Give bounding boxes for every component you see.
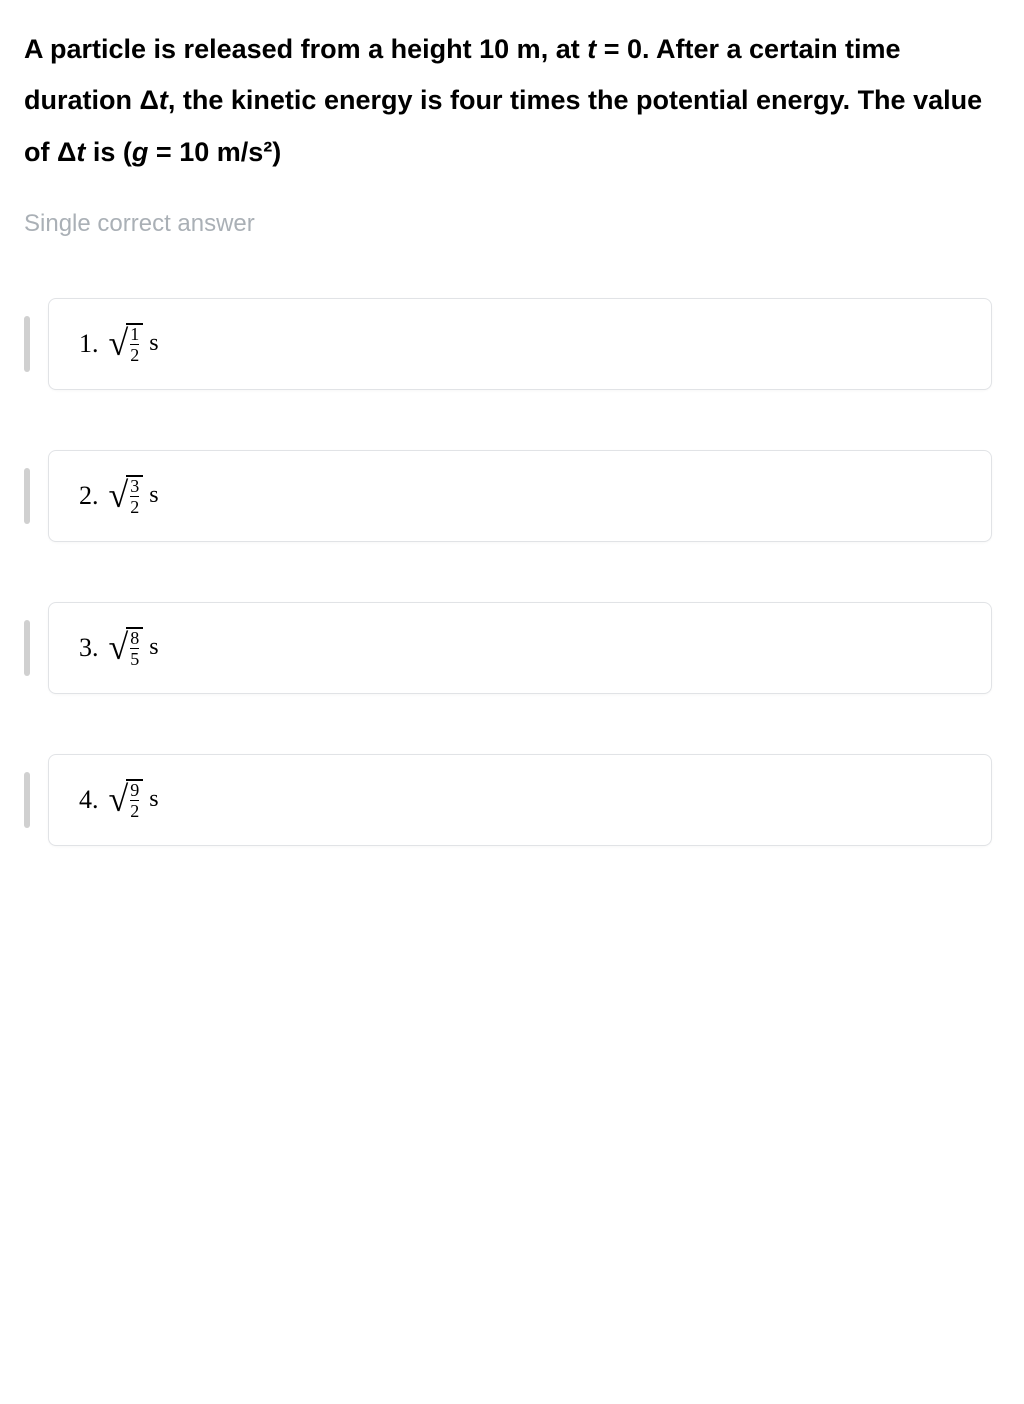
question-part-4: is ( — [85, 137, 132, 167]
option-number: 4. — [79, 785, 99, 815]
question-part-1: A particle is released from a height 10 … — [24, 34, 587, 64]
question-part-5: = 10 m/s²) — [148, 137, 281, 167]
numerator: 9 — [130, 781, 139, 800]
denominator: 2 — [130, 344, 139, 364]
sqrt-expression: √ 1 2 — [109, 323, 144, 365]
sqrt-body: 8 5 — [126, 627, 143, 669]
option-number: 1. — [79, 329, 99, 359]
denominator: 2 — [130, 496, 139, 516]
question-text: A particle is released from a height 10 … — [24, 24, 1000, 178]
option-bar — [24, 316, 30, 372]
option-number: 2. — [79, 481, 99, 511]
option-wrapper-2: 2. √ 3 2 s — [48, 450, 992, 542]
option-wrapper-1: 1. √ 1 2 s — [48, 298, 992, 390]
option-wrapper-3: 3. √ 8 5 s — [48, 602, 992, 694]
sqrt-body: 3 2 — [126, 475, 143, 517]
option-wrapper-4: 4. √ 9 2 s — [48, 754, 992, 846]
unit: s — [149, 634, 158, 661]
option-bar — [24, 620, 30, 676]
question-var-t-2: t — [159, 85, 168, 115]
option-2[interactable]: 2. √ 3 2 s — [48, 450, 992, 542]
option-3[interactable]: 3. √ 8 5 s — [48, 602, 992, 694]
sqrt-icon: √ — [109, 329, 129, 358]
sqrt-icon: √ — [109, 481, 129, 510]
fraction: 3 2 — [130, 477, 139, 516]
sqrt-icon: √ — [109, 785, 129, 814]
numerator: 8 — [130, 629, 139, 648]
fraction: 8 5 — [130, 629, 139, 668]
sqrt-icon: √ — [109, 633, 129, 662]
sqrt-body: 1 2 — [126, 323, 143, 365]
sqrt-expression: √ 3 2 — [109, 475, 144, 517]
fraction: 9 2 — [130, 781, 139, 820]
numerator: 1 — [130, 325, 139, 344]
sqrt-expression: √ 8 5 — [109, 627, 144, 669]
option-1[interactable]: 1. √ 1 2 s — [48, 298, 992, 390]
denominator: 5 — [130, 648, 139, 668]
question-var-t-1: t — [587, 34, 596, 64]
question-var-g: g — [132, 137, 149, 167]
option-4[interactable]: 4. √ 9 2 s — [48, 754, 992, 846]
sqrt-body: 9 2 — [126, 779, 143, 821]
option-bar — [24, 772, 30, 828]
numerator: 3 — [130, 477, 139, 496]
unit: s — [149, 482, 158, 509]
sqrt-expression: √ 9 2 — [109, 779, 144, 821]
unit: s — [149, 330, 158, 357]
option-number: 3. — [79, 633, 99, 663]
question-hint: Single correct answer — [24, 210, 1000, 238]
option-bar — [24, 468, 30, 524]
fraction: 1 2 — [130, 325, 139, 364]
options-container: 1. √ 1 2 s 2. √ 3 2 — [24, 298, 1000, 846]
denominator: 2 — [130, 800, 139, 820]
unit: s — [149, 786, 158, 813]
